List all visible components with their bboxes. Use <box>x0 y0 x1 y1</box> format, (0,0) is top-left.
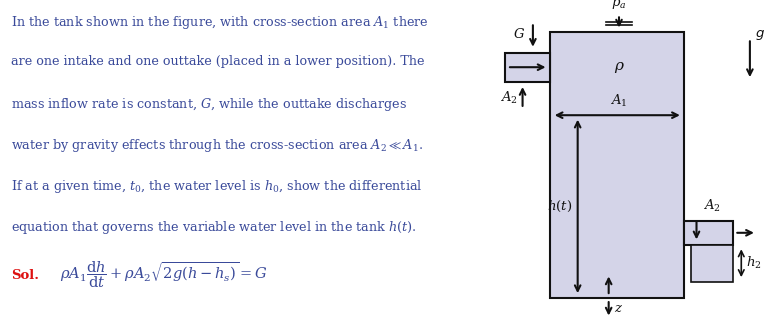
Text: equation that governs the variable water level in the tank $h(t)$.: equation that governs the variable water… <box>11 219 416 236</box>
Bar <box>690 245 733 282</box>
Bar <box>684 221 733 245</box>
Bar <box>550 32 684 298</box>
Text: $G$: $G$ <box>513 27 526 41</box>
Text: If at a given time, $t_0$, the water level is $h_0$, show the differential: If at a given time, $t_0$, the water lev… <box>11 178 422 195</box>
Text: $A_2$: $A_2$ <box>704 198 721 214</box>
Text: $h(t)$: $h(t)$ <box>547 199 573 214</box>
Text: $p_a$: $p_a$ <box>611 0 627 11</box>
Text: $g$: $g$ <box>755 28 765 42</box>
Text: $h_2$: $h_2$ <box>746 255 762 271</box>
Bar <box>505 53 550 82</box>
Text: water by gravity effects through the cross-section area $A_2 \ll A_1$.: water by gravity effects through the cro… <box>11 137 423 154</box>
Text: $z$: $z$ <box>614 302 623 315</box>
Text: $A_2$: $A_2$ <box>500 90 517 106</box>
Text: $\rho A_1\dfrac{\mathrm{d}h}{\mathrm{d}t}+\rho A_2\sqrt{2g(h-h_s)}=G$: $\rho A_1\dfrac{\mathrm{d}h}{\mathrm{d}t… <box>60 260 268 291</box>
Text: In the tank shown in the figure, with cross-section area $A_1$ there: In the tank shown in the figure, with cr… <box>11 14 429 31</box>
Text: mass inflow rate is constant, $G$, while the outtake discharges: mass inflow rate is constant, $G$, while… <box>11 96 406 113</box>
Text: Sol.: Sol. <box>11 269 39 282</box>
Text: $\rho$: $\rho$ <box>614 60 625 75</box>
Text: are one intake and one outtake (placed in a lower position). The: are one intake and one outtake (placed i… <box>11 55 424 68</box>
Text: $A_1$: $A_1$ <box>611 93 628 109</box>
